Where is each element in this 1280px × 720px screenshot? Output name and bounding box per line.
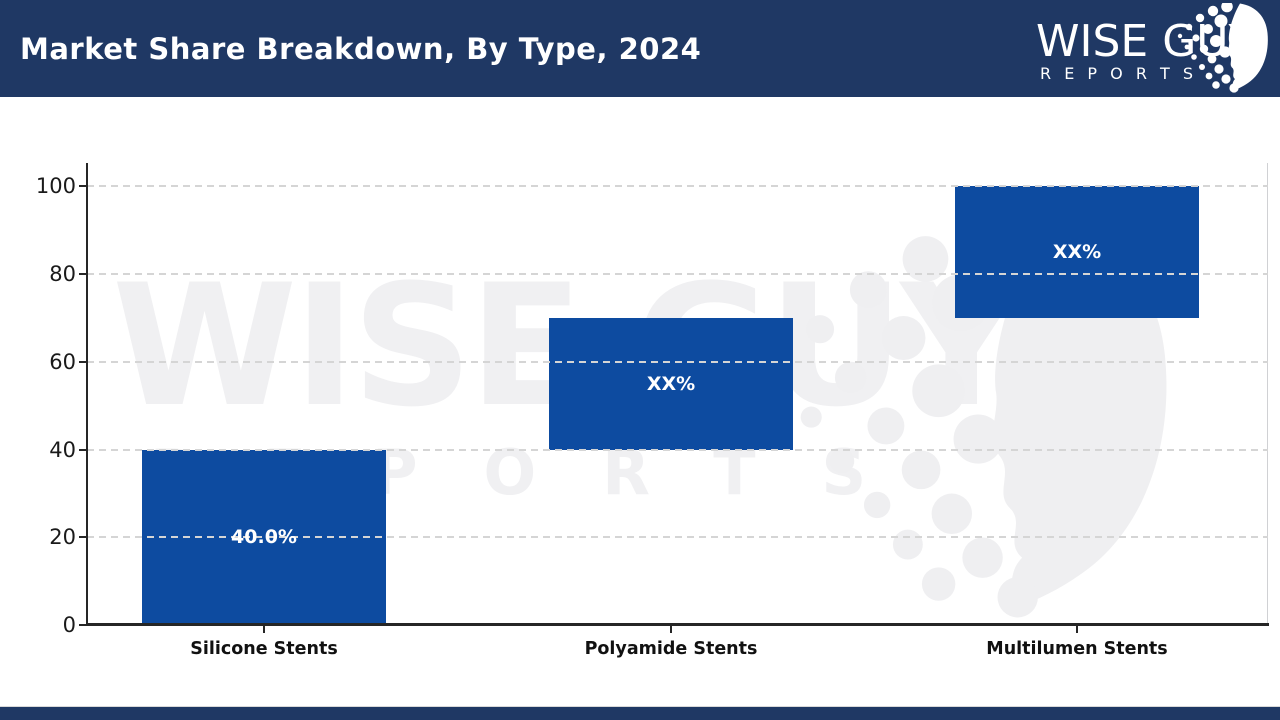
x-axis-line <box>86 623 1269 626</box>
wise-guy-reports-logo: WISE GUY R E P O R T S <box>1036 3 1268 93</box>
gridline <box>87 360 1268 363</box>
y-tick-label: 20 <box>49 525 76 550</box>
bar-value-label: 40.0% <box>231 526 297 549</box>
y-tick-label: 100 <box>35 174 76 199</box>
y-tick-label: 80 <box>49 262 76 287</box>
bar-value-label: XX% <box>1052 241 1102 264</box>
y-axis-tick <box>79 624 87 626</box>
y-tick-label: 0 <box>62 613 76 637</box>
y-axis-line <box>86 163 88 625</box>
bar-segment <box>549 317 793 450</box>
gridline <box>87 448 1268 451</box>
logo-line2: R E P O R T S <box>1040 64 1197 83</box>
bar-value-label: XX% <box>646 372 696 395</box>
category-label: Silicone Stents <box>190 639 338 659</box>
bar-segment <box>955 186 1199 318</box>
footer-bar <box>0 707 1280 720</box>
x-axis-tick <box>670 626 672 633</box>
logo-line1: WISE GUY <box>1036 16 1256 67</box>
header-bar: Market Share Breakdown, By Type, 2024 <box>0 0 1280 97</box>
category-label: Polyamide Stents <box>584 639 758 659</box>
gridline <box>87 185 1268 188</box>
gridline <box>87 536 1268 539</box>
gridline <box>87 273 1268 276</box>
x-axis-tick <box>1076 626 1078 633</box>
y-axis-tick <box>79 185 87 188</box>
x-axis-tick <box>263 626 265 633</box>
right-spine-line <box>1267 163 1268 625</box>
footer-divider-line <box>0 706 1280 707</box>
y-tick-label: 60 <box>49 349 76 374</box>
y-axis-tick <box>79 448 87 451</box>
category-label: Multilumen Stents <box>986 639 1168 659</box>
page-title: Market Share Breakdown, By Type, 2024 <box>20 31 702 66</box>
y-axis-tick <box>79 360 87 363</box>
y-axis-tick <box>79 536 87 539</box>
y-tick-label: 40 <box>49 437 76 462</box>
y-axis-tick <box>79 273 87 276</box>
